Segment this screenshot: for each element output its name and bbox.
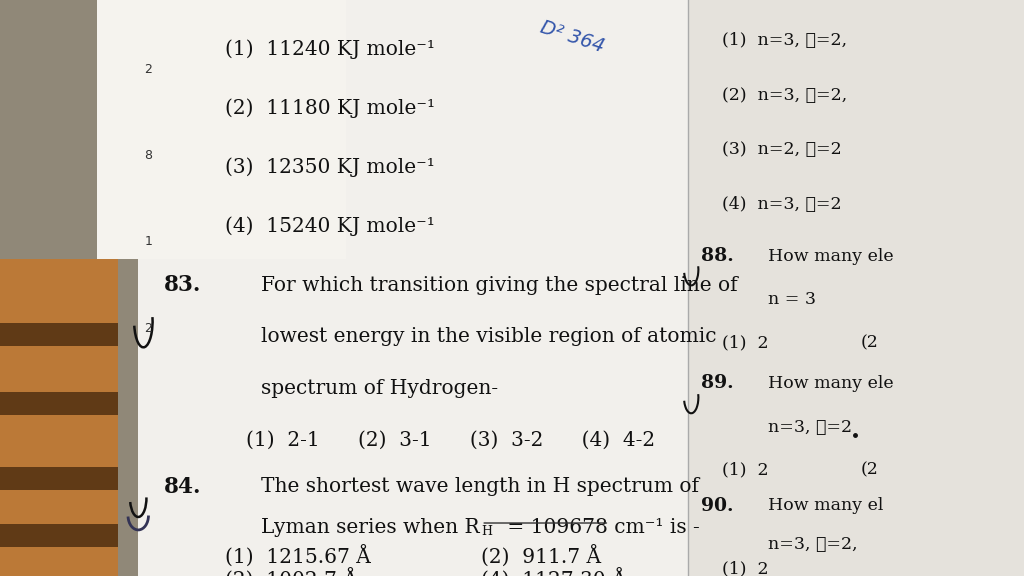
Bar [0,467,118,490]
Text: (2)  1002.7 Å: (2) 1002.7 Å [225,568,358,576]
Bar [0,259,118,576]
Text: (1)  n=3, ℓ=2,: (1) n=3, ℓ=2, [722,32,847,49]
Text: (3)  n=2, ℓ=2: (3) n=2, ℓ=2 [722,141,842,158]
Text: (4)  n=3, ℓ=2: (4) n=3, ℓ=2 [722,196,842,213]
Text: (2: (2 [860,334,878,351]
Text: (1)  2: (1) 2 [722,461,769,478]
Bar [0,392,118,415]
Text: (4)  1127.30 Å: (4) 1127.30 Å [481,568,627,576]
Text: (1)  11240 KJ mole⁻¹: (1) 11240 KJ mole⁻¹ [225,39,435,59]
Text: How many ele: How many ele [768,374,894,392]
Text: 88.: 88. [701,247,734,266]
Text: 8: 8 [144,149,153,162]
Text: n=3, ℓ=2,: n=3, ℓ=2, [768,536,858,553]
Text: How many ele: How many ele [768,248,894,265]
Text: lowest energy in the visible region of atomic: lowest energy in the visible region of a… [261,328,717,346]
Text: (2)  911.7 Å: (2) 911.7 Å [481,545,601,567]
Text: (1)  2: (1) 2 [722,560,769,576]
Text: 1: 1 [144,236,153,248]
Text: 2: 2 [144,322,153,335]
Text: For which transition giving the spectral line of: For which transition giving the spectral… [261,276,737,294]
Text: 90.: 90. [701,497,734,515]
Text: (2)  n=3, ℓ=2,: (2) n=3, ℓ=2, [722,86,847,104]
Text: n = 3: n = 3 [768,291,816,308]
Text: (1)  2-1      (2)  3-1      (3)  3-2      (4)  4-2: (1) 2-1 (2) 3-1 (3) 3-2 (4) 4-2 [246,431,655,450]
Text: (2)  11180 KJ mole⁻¹: (2) 11180 KJ mole⁻¹ [225,98,435,118]
Text: 89.: 89. [701,374,734,392]
Text: (1)  2: (1) 2 [722,334,769,351]
Text: D² 364: D² 364 [538,18,606,56]
Text: (1)  1215.67 Å: (1) 1215.67 Å [225,545,371,567]
Text: Lyman series when R: Lyman series when R [261,518,480,536]
Text: How many el: How many el [768,497,884,514]
Text: (4)  15240 KJ mole⁻¹: (4) 15240 KJ mole⁻¹ [225,216,435,236]
Text: 2: 2 [144,63,153,75]
Text: = 109678 cm⁻¹ is -: = 109678 cm⁻¹ is - [501,518,699,536]
Text: 83.: 83. [164,274,201,296]
Text: (2: (2 [860,461,878,478]
Bar [0,524,118,547]
Text: spectrum of Hydrogen-: spectrum of Hydrogen- [261,380,499,398]
Text: 84.: 84. [164,476,202,498]
Text: (3)  12350 KJ mole⁻¹: (3) 12350 KJ mole⁻¹ [225,157,435,177]
Bar [0,323,118,346]
Bar [138,0,688,576]
Text: n=3, ℓ=2: n=3, ℓ=2 [768,419,852,436]
Polygon shape [96,0,346,259]
Bar [688,0,1024,576]
Text: H: H [481,525,493,537]
Text: The shortest wave length in H spectrum of: The shortest wave length in H spectrum o… [261,478,699,496]
Bar [0,0,138,576]
